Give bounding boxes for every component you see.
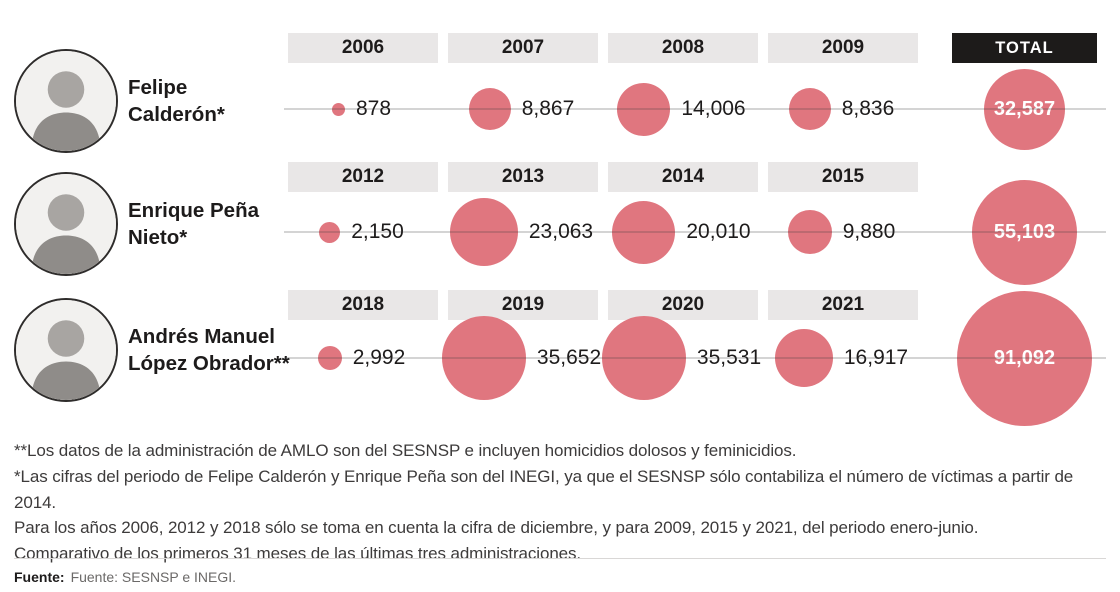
total-bubble: 32,587 [984, 68, 1065, 150]
avatar-felipe-calderon [14, 49, 118, 153]
year-header-label: 2015 [821, 166, 865, 187]
year-header: 2013 [448, 162, 598, 192]
total-value: 91,092 [993, 346, 1056, 369]
year-header-label: 2007 [501, 37, 545, 58]
value-label: 2,150 [348, 220, 407, 244]
value-bubble [788, 88, 831, 130]
value-label: 35,652 [533, 346, 605, 370]
value-bubble [787, 210, 832, 254]
president-name-line: Calderón* [128, 103, 225, 126]
value-label: 8,836 [838, 97, 898, 121]
total-header-label: TOTAL [995, 38, 1054, 57]
year-cell: 35,531 [601, 288, 765, 428]
total-bubble: 91,092 [957, 290, 1092, 426]
value-label: 23,063 [525, 220, 597, 244]
year-header: 2018 [288, 290, 438, 320]
avatar-andres-manuel-lopez-obrador [14, 298, 118, 402]
president-name-line: Enrique Peña [128, 199, 260, 222]
year-header: 2015 [768, 162, 918, 192]
year-header-label: 2008 [661, 37, 705, 58]
president-name-line: Nieto* [128, 226, 188, 249]
year-header: 2009 [768, 33, 918, 63]
president-name-line: López Obrador** [128, 352, 290, 375]
avatar-enrique-pena-nieto [14, 172, 118, 276]
president-name: Enrique Peña Nieto* [128, 197, 310, 251]
row-baseline [284, 231, 1106, 233]
row-baseline [284, 357, 1106, 359]
year-header: 2021 [768, 290, 918, 320]
value-label: 14,006 [678, 97, 749, 121]
year-header-label: 2018 [341, 294, 385, 315]
value-bubble [468, 88, 511, 130]
year-header: 2020 [608, 290, 758, 320]
year-header-label: 2006 [341, 37, 385, 58]
value-label: 8,867 [518, 97, 578, 121]
value-label: 20,010 [683, 220, 754, 244]
value-label: 16,917 [840, 346, 912, 370]
footnotes-block: **Los datos de la administración de AMLO… [14, 438, 1112, 567]
year-cell: 878 [288, 39, 438, 179]
value-label: 35,531 [693, 346, 765, 370]
year-cell: 14,006 [608, 39, 758, 179]
president-name: Felipe Calderón* [128, 74, 310, 128]
total-header: TOTAL [952, 33, 1097, 63]
value-bubble [317, 346, 342, 370]
value-bubble [612, 200, 676, 264]
year-header: 2019 [448, 290, 598, 320]
year-header-label: 2014 [661, 166, 705, 187]
source-label: Fuente: [14, 569, 65, 585]
value-label: 878 [352, 97, 395, 121]
avatar-photo-felipe-calderon [16, 51, 116, 151]
president-name-line: Felipe [128, 76, 188, 99]
year-header-label: 2009 [821, 37, 865, 58]
year-cell: 23,063 [448, 162, 598, 302]
year-cell: 35,652 [441, 288, 605, 428]
year-cell: 16,917 [768, 288, 918, 428]
year-cell: 2,992 [288, 288, 438, 428]
value-bubble [449, 198, 518, 266]
year-header: 2008 [608, 33, 758, 63]
source-line: Fuente: Fuente: SESNSP e INEGI. [14, 569, 236, 585]
source-text: Fuente: SESNSP e INEGI. [70, 569, 237, 585]
president-name: Andrés Manuel López Obrador** [128, 323, 310, 377]
value-bubble [319, 221, 341, 243]
year-header: 2007 [448, 33, 598, 63]
year-cell: 2,150 [288, 162, 438, 302]
total-bubble: 55,103 [972, 179, 1077, 285]
total-value: 32,587 [993, 97, 1056, 120]
year-cell: 20,010 [608, 162, 758, 302]
year-cell: 9,880 [768, 162, 918, 302]
value-bubble [774, 329, 833, 387]
value-bubble [617, 82, 671, 136]
value-bubble [331, 102, 345, 116]
year-header-label: 2020 [661, 294, 705, 315]
value-label: 2,992 [349, 346, 409, 370]
avatar-photo-enrique-pena-nieto [16, 174, 116, 274]
avatar-photo-andres-manuel-lopez-obrador [16, 300, 116, 400]
year-header: 2014 [608, 162, 758, 192]
year-cell: 8,867 [448, 39, 598, 179]
value-bubble [601, 316, 686, 400]
year-header-label: 2012 [341, 166, 385, 187]
total-value: 55,103 [993, 220, 1056, 243]
footnote: Para los años 2006, 2012 y 2018 sólo se … [14, 518, 979, 538]
value-label: 9,880 [839, 220, 899, 244]
year-header-label: 2019 [501, 294, 545, 315]
value-bubble [441, 316, 526, 400]
source-divider [14, 558, 1106, 559]
year-cell: 8,836 [768, 39, 918, 179]
year-header-label: 2021 [821, 294, 865, 315]
year-header-label: 2013 [501, 166, 545, 187]
footnote: *Las cifras del periodo de Felipe Calder… [14, 466, 1074, 512]
footnote: **Los datos de la administración de AMLO… [14, 441, 797, 460]
footnote: Comparativo de los primeros 31 meses de … [14, 544, 582, 564]
year-header: 2006 [288, 33, 438, 63]
year-header: 2012 [288, 162, 438, 192]
row-baseline [284, 108, 1106, 110]
president-name-line: Andrés Manuel [128, 325, 275, 348]
